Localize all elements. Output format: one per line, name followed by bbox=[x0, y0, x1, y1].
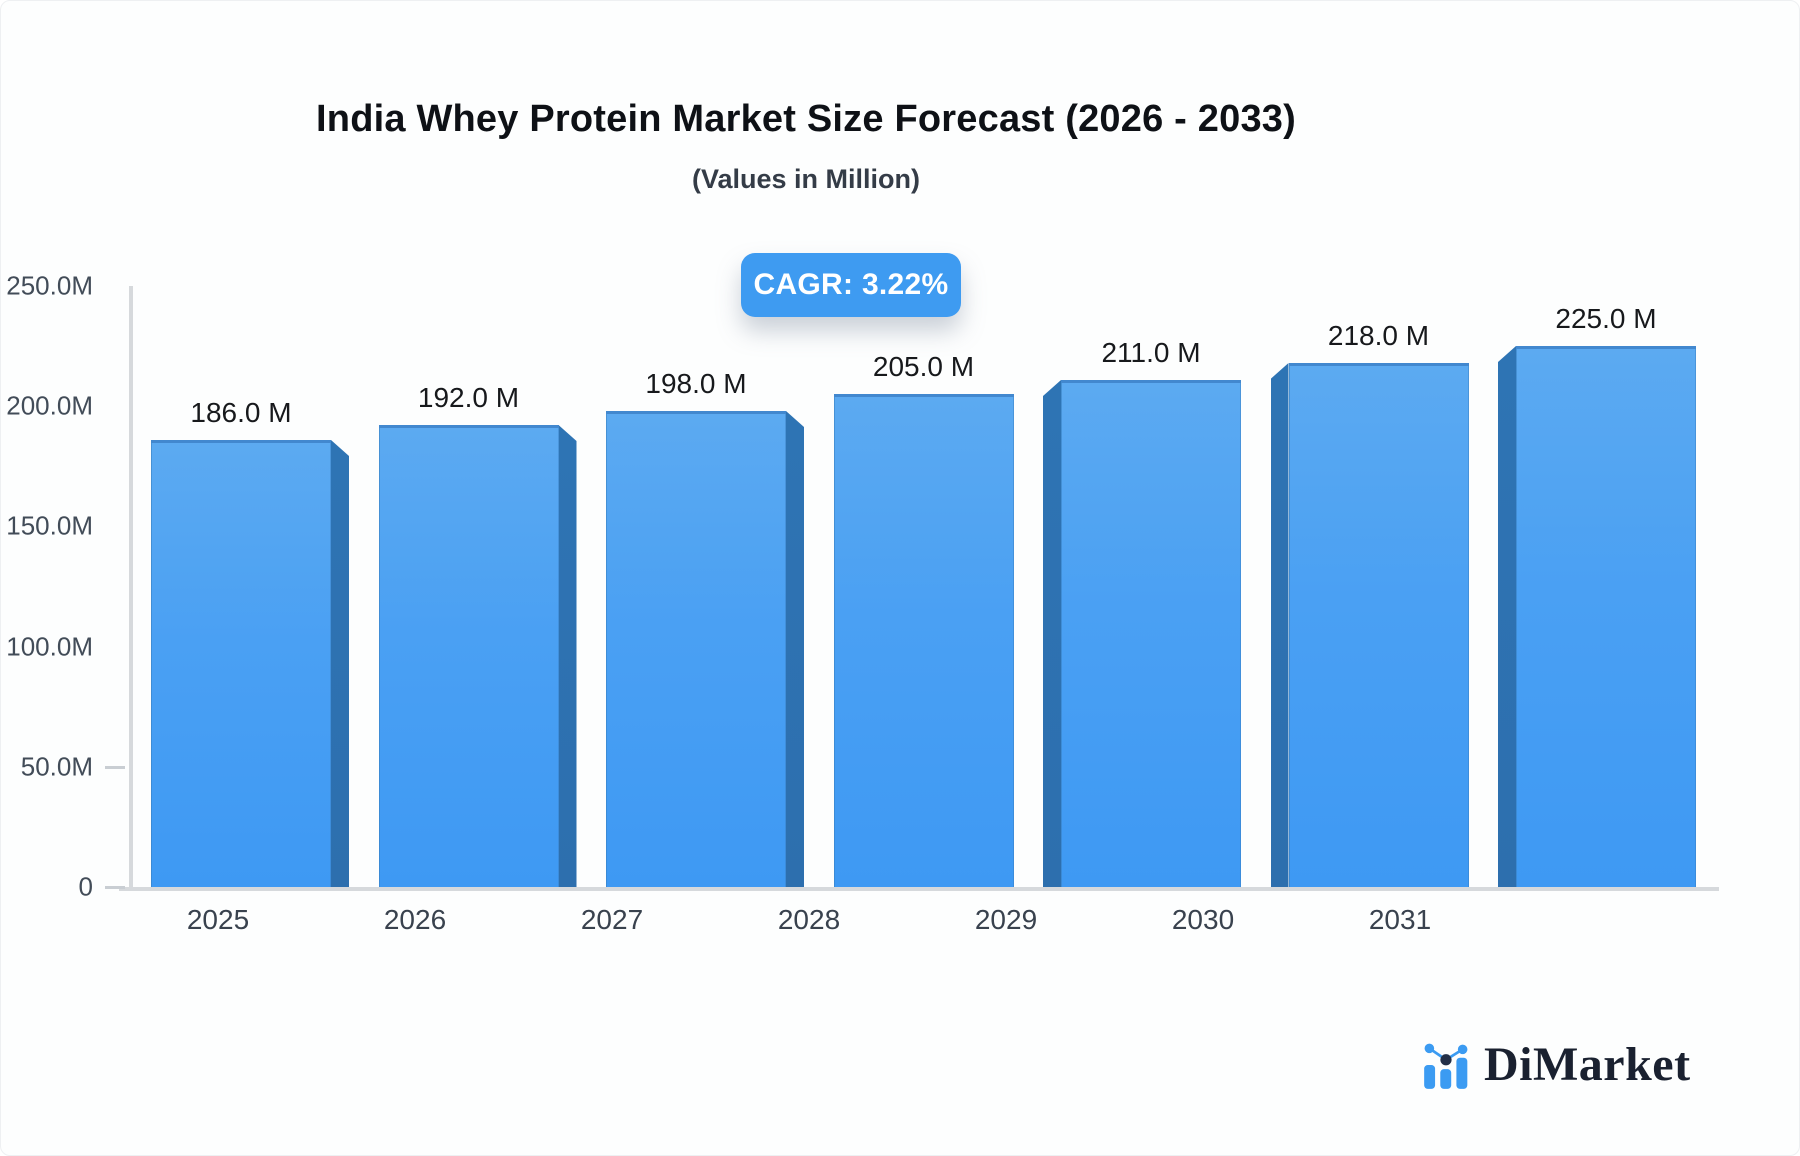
value-label-2030: 218.0 M bbox=[1327, 320, 1430, 351]
dimarket-logo-icon bbox=[1424, 1043, 1468, 1089]
chart-subtitle: (Values in Million) bbox=[691, 164, 921, 194]
x-tick-label-2026: 2026 bbox=[383, 904, 447, 935]
bar-side-2029 bbox=[1043, 380, 1061, 887]
y-tick-label-200.0M: 200.0M bbox=[6, 390, 93, 421]
bar-side-2026 bbox=[558, 425, 577, 887]
value-label-2027: 198.0 M bbox=[645, 368, 747, 399]
y-tick-mark-0 bbox=[105, 886, 125, 889]
bar-side-2025 bbox=[331, 440, 349, 887]
value-label-2028: 205.0 M bbox=[872, 351, 975, 382]
y-axis-line bbox=[129, 286, 133, 891]
bar-2029 bbox=[1061, 380, 1241, 887]
x-tick-label-2030: 2030 bbox=[1171, 904, 1235, 935]
y-tick-mark-50.0M bbox=[105, 765, 125, 769]
y-tick-label-100.0M: 100.0M bbox=[6, 631, 93, 662]
bar-2026 bbox=[378, 425, 559, 887]
dimarket-logo-text: DiMarket bbox=[1484, 1038, 1691, 1091]
x-tick-label-2031: 2031 bbox=[1368, 904, 1432, 935]
value-label-2029: 211.0 M bbox=[1101, 337, 1201, 368]
value-label-2026: 192.0 M bbox=[417, 382, 520, 413]
y-tick-label-250.0M: 250.0M bbox=[6, 270, 93, 301]
bar-2025 bbox=[151, 440, 331, 887]
value-label-2031: 225.0 M bbox=[1555, 303, 1657, 334]
bar-2027 bbox=[606, 411, 786, 887]
x-tick-label-2029: 2029 bbox=[974, 904, 1038, 935]
y-tick-label-0: 0 bbox=[78, 871, 93, 902]
x-tick-label-2025: 2025 bbox=[186, 904, 250, 935]
bar-2031 bbox=[1516, 346, 1696, 887]
chart-title: India Whey Protein Market Size Forecast … bbox=[316, 98, 1296, 140]
x-tick-label-2028: 2028 bbox=[777, 904, 841, 935]
cagr-badge-label: CAGR: 3.22% bbox=[753, 268, 949, 301]
x-tick-label-2027: 2027 bbox=[580, 904, 644, 935]
bar-2030 bbox=[1288, 363, 1469, 887]
bar-side-2027 bbox=[786, 411, 804, 887]
dimarket-logo: DiMarket bbox=[1420, 1039, 1691, 1091]
cagr-badge: CAGR: 3.22% bbox=[741, 253, 961, 317]
bar-side-2031 bbox=[1498, 346, 1516, 887]
bar-side-2030 bbox=[1270, 363, 1289, 887]
value-label-2025: 186.0 M bbox=[190, 397, 292, 428]
bar-2028 bbox=[833, 394, 1014, 887]
y-tick-label-150.0M: 150.0M bbox=[6, 510, 93, 541]
y-tick-label-50.0M: 50.0M bbox=[20, 751, 93, 782]
x-axis-baseline bbox=[119, 887, 1719, 891]
